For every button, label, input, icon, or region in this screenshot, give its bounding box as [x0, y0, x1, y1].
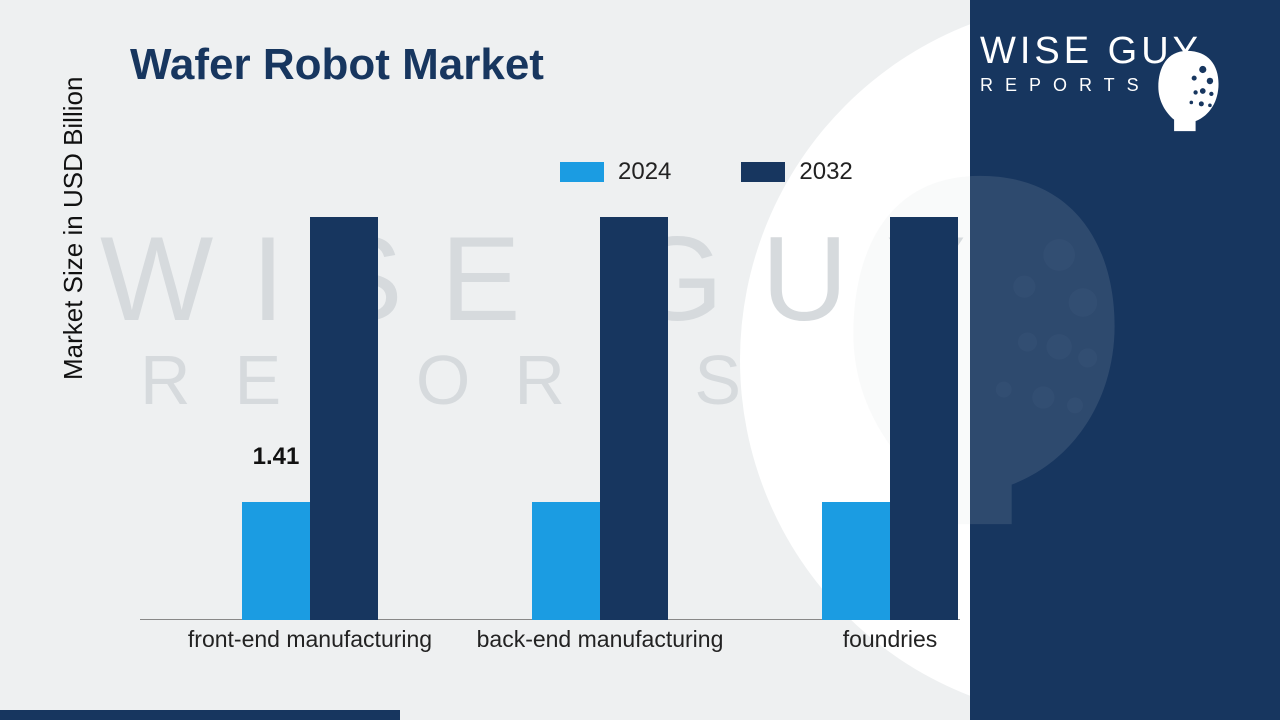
legend-swatch	[560, 162, 604, 182]
bar-pair	[532, 217, 668, 620]
bar	[242, 502, 310, 620]
legend-item: 2024	[560, 158, 671, 186]
bar	[890, 217, 958, 620]
y-axis-label: Market Size in USD Billion	[58, 77, 89, 380]
logo-head-icon	[1144, 48, 1230, 134]
bar-pair	[822, 217, 958, 620]
legend: 2024 2032	[560, 158, 853, 186]
legend-label: 2032	[799, 158, 852, 186]
category-label: back-end manufacturing	[470, 620, 730, 654]
bar	[600, 217, 668, 620]
category-label: foundries	[760, 620, 1020, 654]
chart-title: Wafer Robot Market	[130, 40, 544, 90]
bar	[822, 502, 890, 620]
brand-logo: WISE GUY REPORTS	[980, 30, 1250, 120]
bar	[310, 217, 378, 620]
stage: WISE GUY REPORTS Wafer Robot Market WISE…	[0, 0, 1280, 720]
bar-pair	[242, 217, 378, 620]
category-label: front-end manufacturing	[180, 620, 440, 654]
legend-swatch	[741, 162, 785, 182]
legend-item: 2032	[741, 158, 852, 186]
bar	[532, 502, 600, 620]
plot-area: 1.41front-end manufacturingback-end manu…	[140, 200, 960, 620]
legend-label: 2024	[618, 158, 671, 186]
bottom-accent-bar	[0, 710, 400, 720]
